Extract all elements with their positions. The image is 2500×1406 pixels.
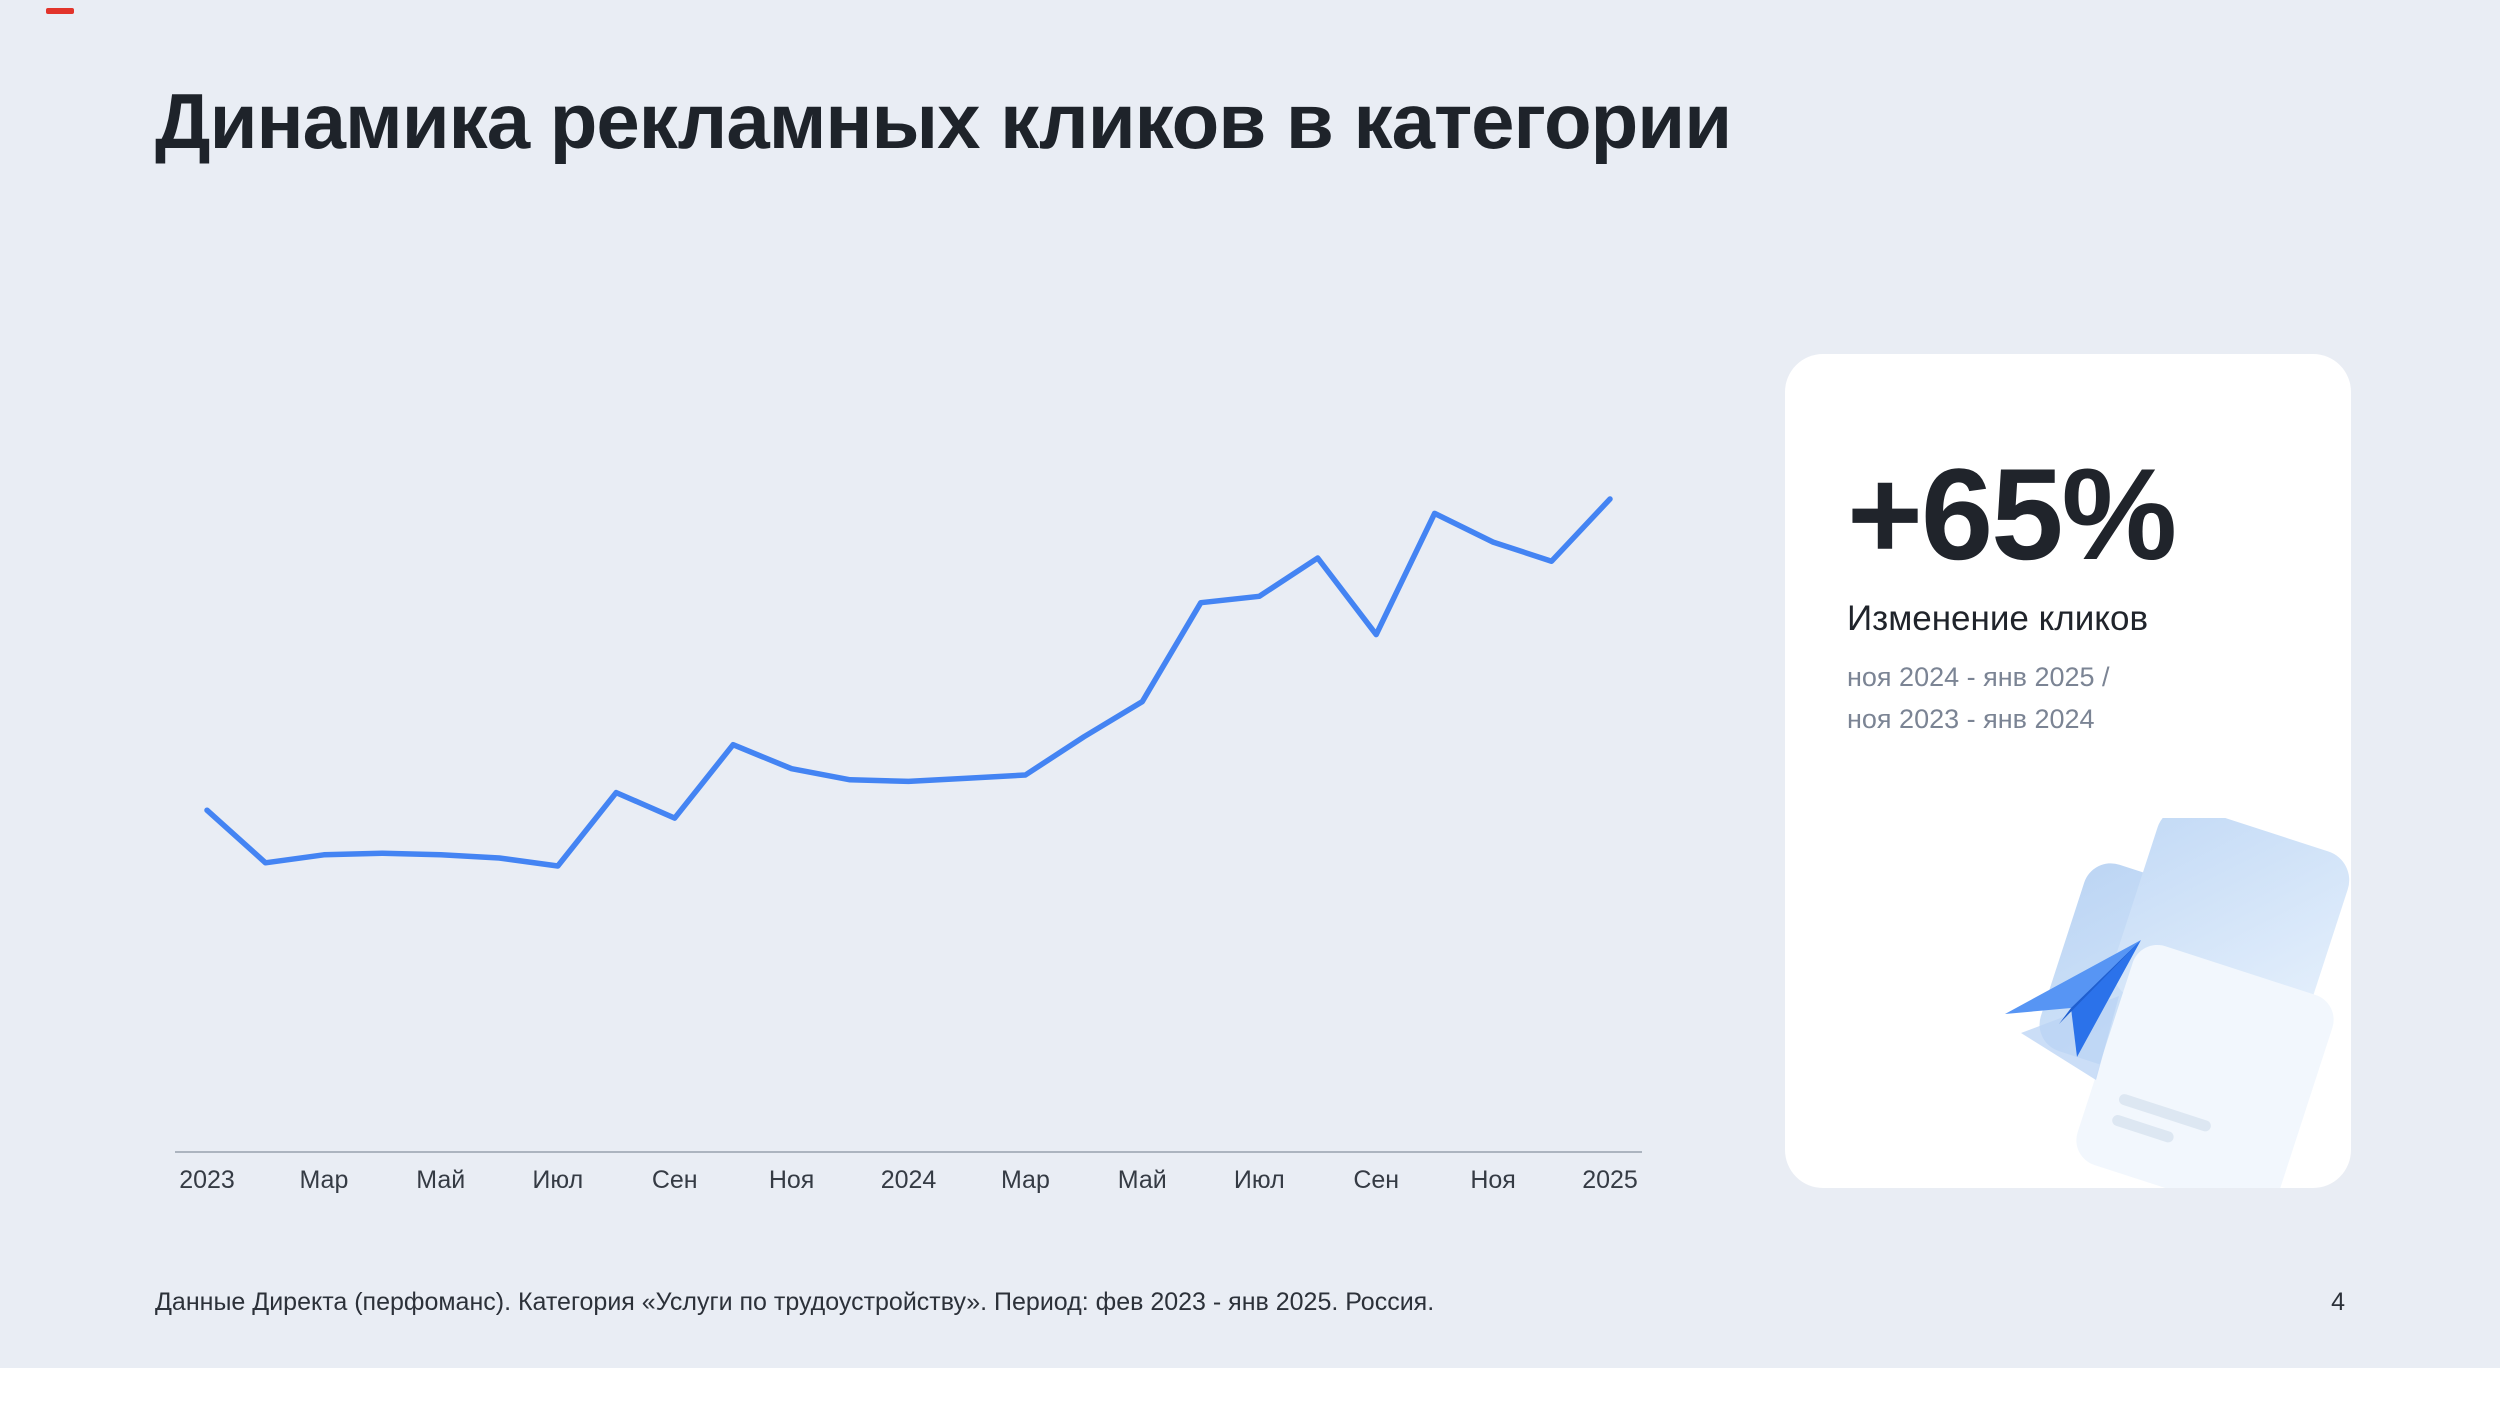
stat-label: Изменение кликов: [1847, 599, 2149, 638]
x-axis-tick-label: 2025: [1582, 1166, 1638, 1194]
slide: Динамика рекламных кликов в категории 20…: [0, 0, 2500, 1368]
x-axis-tick-label: Мар: [1001, 1166, 1050, 1194]
page-title: Динамика рекламных кликов в категории: [155, 77, 1732, 165]
paper-plane-illustration: [2005, 818, 2350, 1188]
stat-card: +65% Изменение кликов ноя 2024 - янв 202…: [1785, 354, 2351, 1188]
footer: Данные Директа (перфоманс). Категория «У…: [155, 1288, 2345, 1317]
x-axis-tick-label: Май: [416, 1166, 465, 1194]
x-axis-tick-label: 2024: [881, 1166, 937, 1194]
paper-plane-icon: [2005, 940, 2141, 1057]
footer-note: Данные Директа (перфоманс). Категория «У…: [155, 1288, 1435, 1316]
x-axis-tick-label: Сен: [1353, 1166, 1399, 1194]
stat-period-line-1: ноя 2024 - янв 2025 /: [1847, 662, 2110, 692]
x-axis-tick-label: Мар: [299, 1166, 348, 1194]
x-axis-tick-label: Июл: [1234, 1166, 1285, 1194]
stat-period: ноя 2024 - янв 2025 / ноя 2023 - янв 202…: [1847, 657, 2351, 741]
clicks-line-chart: 2023 Мар Май Июл Сен Ноя 2024 Мар Май Июл Сен Ноя 20…: [155, 470, 1675, 1215]
illustration-document-card: [2076, 944, 2334, 1188]
red-marker: [46, 8, 74, 14]
x-axis-tick-label: 2023: [179, 1166, 235, 1194]
x-axis-tick-label: Ноя: [769, 1166, 815, 1194]
line-chart-svg: 2023 Мар Май Июл Сен Ноя 2024 Мар Май Июл Сен Ноя 20…: [175, 496, 1642, 1194]
page-number: 4: [2331, 1288, 2345, 1316]
stat-period-line-2: ноя 2023 - янв 2024: [1847, 703, 2095, 734]
x-axis-tick-label: Сен: [652, 1166, 698, 1194]
x-axis-tick-label: Июл: [532, 1166, 583, 1194]
stat-value: +65%: [1847, 441, 2177, 587]
x-axis-tick-label: Май: [1118, 1166, 1167, 1194]
clicks-series-line: [204, 496, 1613, 869]
x-axis-tick-label: Ноя: [1470, 1166, 1516, 1194]
